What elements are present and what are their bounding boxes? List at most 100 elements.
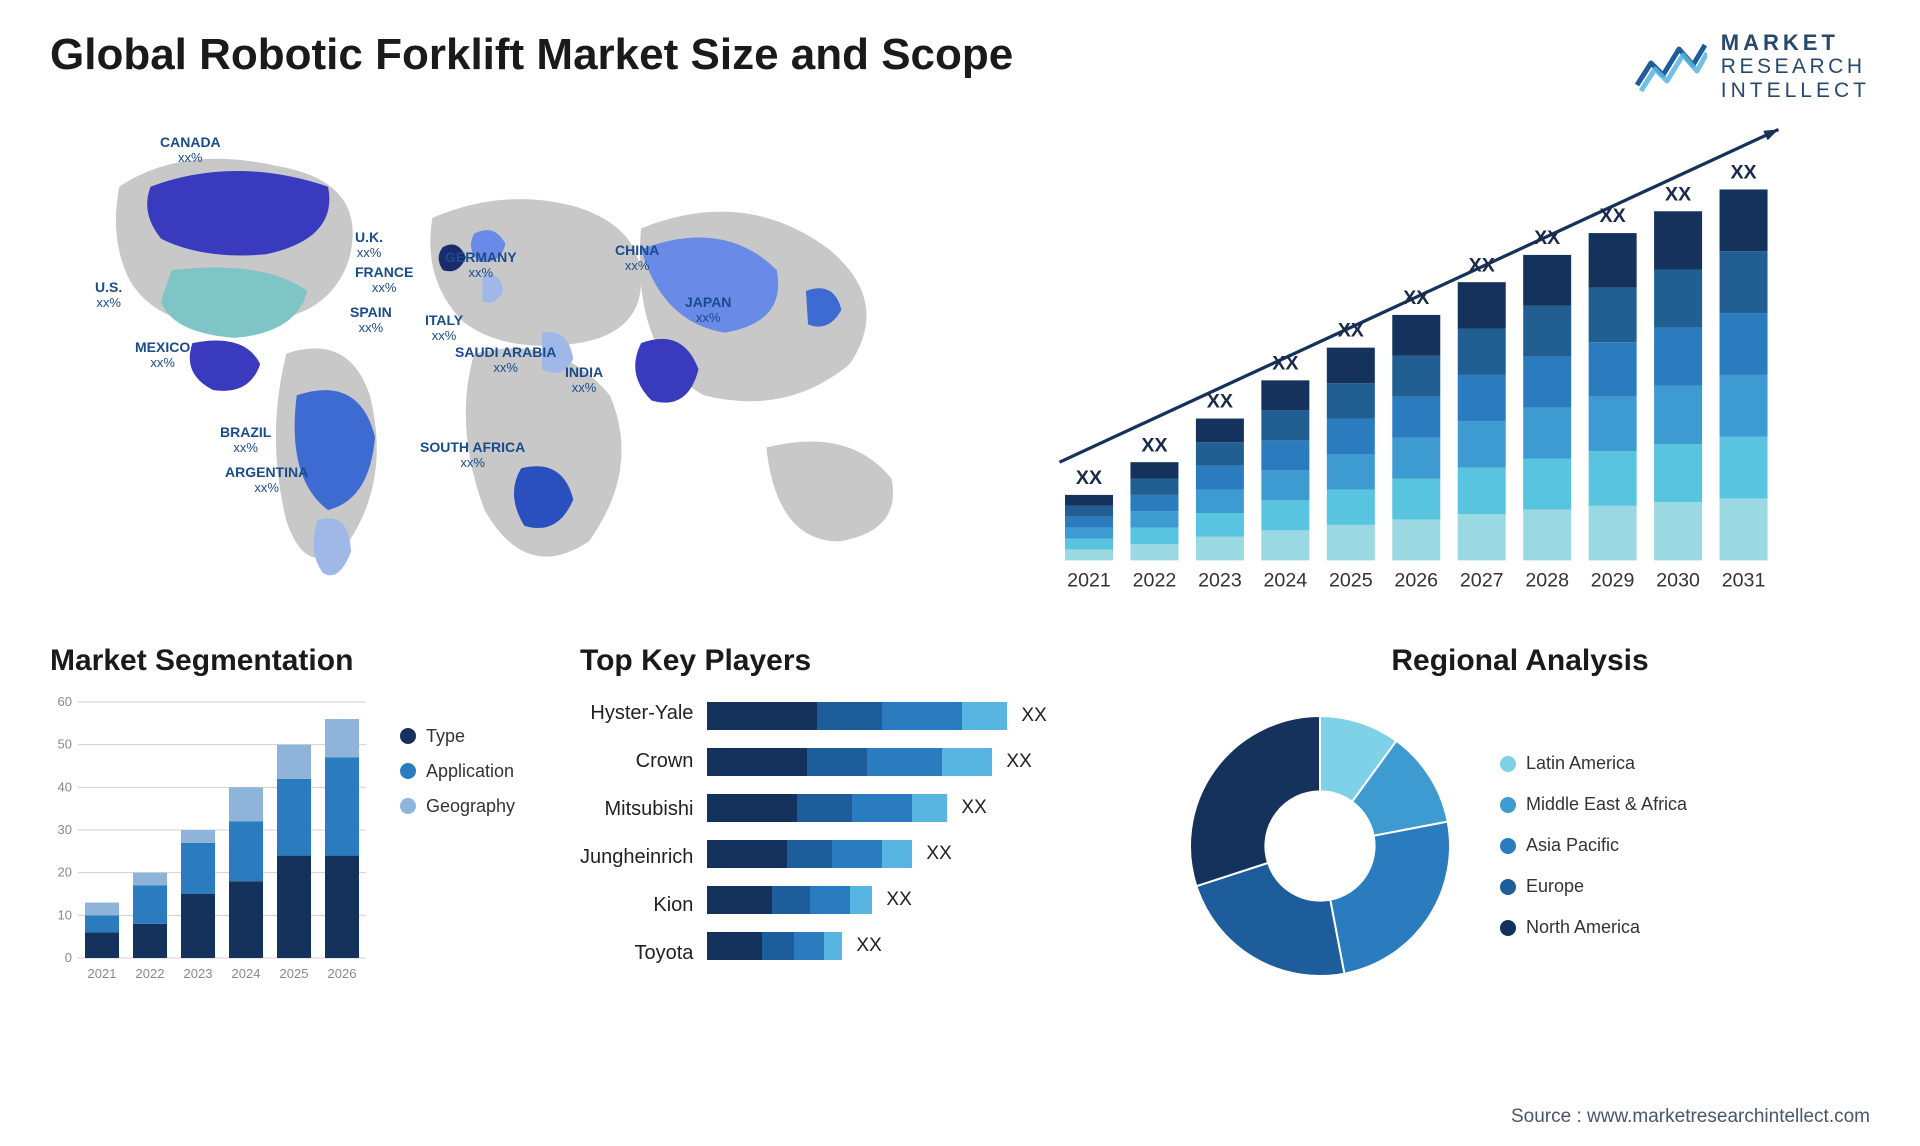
svg-text:2031: 2031 <box>1722 569 1766 591</box>
player-bar-segment <box>867 748 942 776</box>
map-label-canada: CANADAxx% <box>160 134 221 166</box>
legend-dot-icon <box>1500 797 1516 813</box>
svg-text:2030: 2030 <box>1656 569 1700 591</box>
region-legend-item: Latin America <box>1500 753 1687 774</box>
map-label-u-s-: U.S.xx% <box>95 279 122 311</box>
segmentation-chart-svg: 0102030405060202120222023202420252026 <box>50 696 370 986</box>
player-bar-segment <box>794 932 824 960</box>
map-label-brazil: BRAZILxx% <box>220 424 271 456</box>
player-value: XX <box>1006 751 1031 773</box>
svg-text:XX: XX <box>1272 352 1298 374</box>
player-bar-row: XX <box>707 794 1140 822</box>
svg-text:XX: XX <box>1141 434 1167 456</box>
segmentation-legend-item: Application <box>400 761 515 782</box>
svg-text:2022: 2022 <box>1133 569 1177 591</box>
growth-chart-svg: XX2021XX2022XX2023XX2024XX2025XX2026XX20… <box>980 124 1870 604</box>
svg-text:XX: XX <box>1207 390 1233 412</box>
player-bar-segment <box>882 840 912 868</box>
svg-text:20: 20 <box>58 864 72 879</box>
player-bar-segment <box>850 886 872 914</box>
svg-text:XX: XX <box>1338 319 1364 341</box>
svg-text:XX: XX <box>1600 205 1626 227</box>
svg-text:0: 0 <box>65 950 72 965</box>
key-players-title: Top Key Players <box>580 644 1140 678</box>
legend-label: Geography <box>426 796 515 817</box>
player-bar-row: XX <box>707 748 1140 776</box>
player-bar-segment <box>707 886 772 914</box>
svg-text:2023: 2023 <box>184 966 213 981</box>
legend-dot-icon <box>400 728 416 744</box>
player-bar-segment <box>707 748 807 776</box>
player-name: Crown <box>636 750 694 778</box>
legend-dot-icon <box>1500 756 1516 772</box>
brand-logo: MARKET RESEARCH INTELLECT <box>1635 30 1870 104</box>
player-bar-segment <box>810 886 850 914</box>
svg-text:XX: XX <box>1534 227 1560 249</box>
player-name: Mitsubishi <box>605 798 694 826</box>
player-bar-segment <box>787 840 832 868</box>
segmentation-title: Market Segmentation <box>50 644 550 678</box>
svg-text:40: 40 <box>58 779 72 794</box>
map-label-japan: JAPANxx% <box>685 294 731 326</box>
player-name: Kion <box>653 894 693 922</box>
player-name: Hyster-Yale <box>590 702 693 730</box>
key-players-labels: Hyster-Yale Crown Mitsubishi Jungheinrich Ki… <box>580 696 693 970</box>
svg-text:2026: 2026 <box>328 966 357 981</box>
player-bar-segment <box>912 794 947 822</box>
legend-dot-icon <box>1500 879 1516 895</box>
key-players-panel: Top Key Players Hyster-Yale Crown Mitsubis… <box>580 644 1140 1024</box>
region-legend-item: North America <box>1500 917 1687 938</box>
svg-text:2024: 2024 <box>1264 569 1308 591</box>
world-map-panel: CANADAxx%U.S.xx%MEXICOxx%BRAZILxx%ARGENT… <box>50 124 940 604</box>
legend-label: North America <box>1526 917 1640 938</box>
legend-dot-icon <box>400 798 416 814</box>
player-bar <box>707 702 1007 730</box>
map-label-u-k-: U.K.xx% <box>355 229 383 261</box>
svg-text:2029: 2029 <box>1591 569 1635 591</box>
segmentation-legend-item: Geography <box>400 796 515 817</box>
regional-analysis-title: Regional Analysis <box>1170 644 1870 678</box>
svg-text:2023: 2023 <box>1198 569 1242 591</box>
player-bar-segment <box>962 702 1007 730</box>
map-label-china: CHINAxx% <box>615 242 659 274</box>
legend-dot-icon <box>1500 920 1516 936</box>
map-label-germany: GERMANYxx% <box>445 249 517 281</box>
map-label-india: INDIAxx% <box>565 364 603 396</box>
region-legend-item: Middle East & Africa <box>1500 794 1687 815</box>
logo-text-1: MARKET <box>1721 30 1870 55</box>
svg-text:XX: XX <box>1665 183 1691 205</box>
svg-text:60: 60 <box>58 696 72 709</box>
player-bar-segment <box>762 932 794 960</box>
svg-text:XX: XX <box>1076 467 1102 489</box>
growth-chart-panel: XX2021XX2022XX2023XX2024XX2025XX2026XX20… <box>980 124 1870 604</box>
map-label-france: FRANCExx% <box>355 264 413 296</box>
player-bar-segment <box>852 794 912 822</box>
legend-label: Application <box>426 761 514 782</box>
player-value: XX <box>926 843 951 865</box>
segmentation-legend-item: Type <box>400 726 515 747</box>
svg-text:XX: XX <box>1730 161 1756 183</box>
player-bar <box>707 932 842 960</box>
regional-donut-svg <box>1170 696 1470 996</box>
svg-text:2026: 2026 <box>1394 569 1438 591</box>
map-label-mexico: MEXICOxx% <box>135 339 190 371</box>
player-name: Toyota <box>634 942 693 970</box>
player-bar <box>707 840 912 868</box>
map-label-saudi-arabia: SAUDI ARABIAxx% <box>455 344 556 376</box>
logo-text-2: RESEARCH <box>1721 55 1870 79</box>
svg-text:2025: 2025 <box>280 966 309 981</box>
svg-text:50: 50 <box>58 736 72 751</box>
legend-label: Europe <box>1526 876 1584 897</box>
player-bar-segment <box>832 840 882 868</box>
player-bar-segment <box>817 702 882 730</box>
svg-text:2022: 2022 <box>136 966 165 981</box>
legend-label: Latin America <box>1526 753 1635 774</box>
map-label-south-africa: SOUTH AFRICAxx% <box>420 439 525 471</box>
player-bar-segment <box>797 794 852 822</box>
player-name: Jungheinrich <box>580 846 693 874</box>
player-bar-row: XX <box>707 840 1140 868</box>
player-bar <box>707 886 872 914</box>
logo-icon <box>1635 35 1707 99</box>
legend-dot-icon <box>1500 838 1516 854</box>
page-title: Global Robotic Forklift Market Size and … <box>50 30 1013 80</box>
